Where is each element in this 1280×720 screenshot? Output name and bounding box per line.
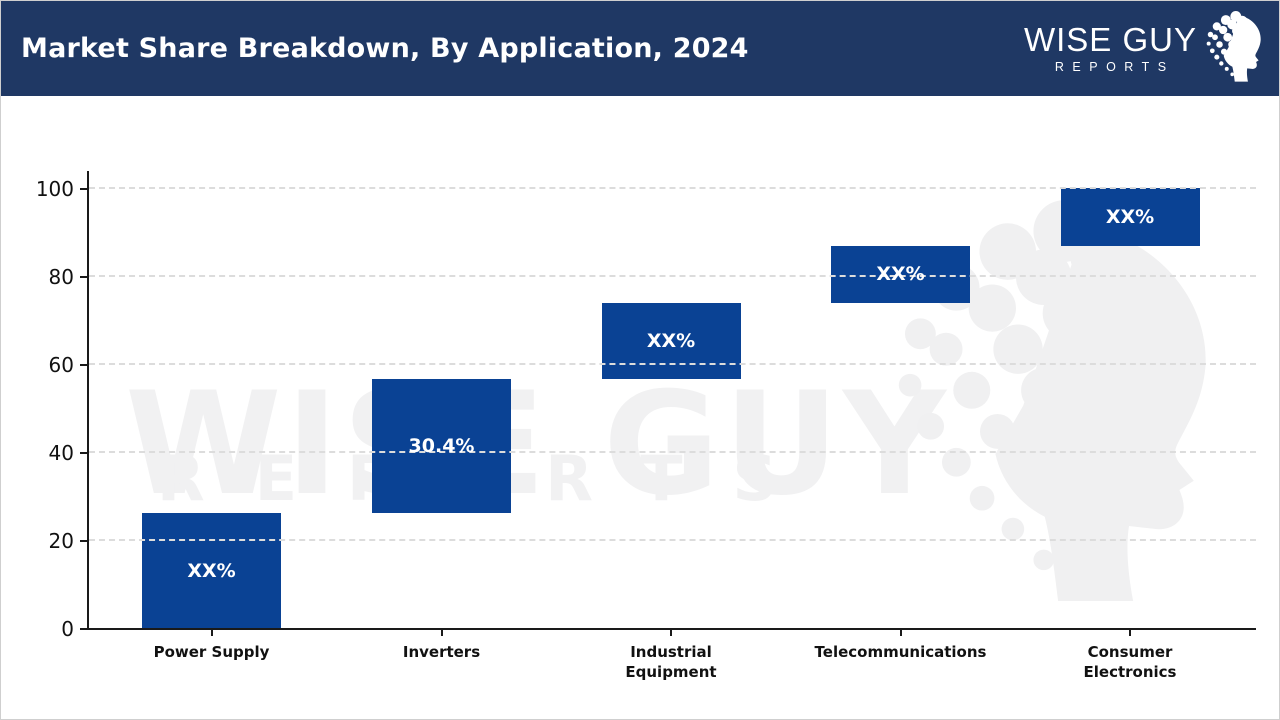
x-tick-label-line: Inverters [402, 643, 481, 661]
y-tick-mark [80, 452, 87, 454]
x-tick-label: Industrial Equipment [556, 642, 786, 683]
y-tick-mark [80, 540, 87, 542]
gridline [89, 363, 1256, 365]
y-tick-mark [80, 276, 87, 278]
gridline [89, 187, 1256, 189]
gridline [89, 451, 1256, 453]
y-tick-mark [80, 628, 87, 630]
x-axis-line [87, 628, 1256, 630]
gridline [89, 275, 1256, 277]
x-tick-mark [899, 630, 902, 636]
header-bar: Market Share Breakdown, By Application, … [1, 1, 1279, 96]
y-tick-label: 40 [48, 441, 74, 465]
y-tick-label: 100 [35, 177, 74, 201]
x-tick-mark [670, 630, 672, 636]
y-tick-label: 60 [48, 353, 74, 377]
watermark-wordmark: WISE GUY [125, 362, 950, 527]
page-title: Market Share Breakdown, By Application, … [21, 33, 749, 64]
bar-value-label: XX% [646, 330, 696, 353]
x-tick-label-line: Electronics [1083, 663, 1177, 682]
x-tick-label-line: Industrial [630, 643, 712, 661]
logo-wordmark: WISE GUY [1023, 21, 1197, 59]
y-tick-mark [80, 364, 87, 366]
brand-logo: WISE GUY REPORTS [1024, 11, 1267, 87]
gridline [89, 539, 1256, 541]
y-tick-mark [80, 188, 87, 190]
y-axis-line [87, 171, 89, 630]
x-tick-label-line: Consumer [1087, 643, 1173, 661]
bar-segment [1060, 188, 1200, 246]
x-tick-label: Consumer Electronics [1015, 642, 1245, 683]
bar-value-label: XX% [1105, 205, 1155, 228]
logo-head-icon [1201, 11, 1267, 87]
waterfall-chart: XX% 30.4% XX% XX% XX% 0 20 40 60 80 100 Power Suppl… [1, 96, 1279, 719]
x-tick-label: Power Supply [97, 642, 327, 662]
y-tick-label: 20 [48, 529, 74, 553]
bar-segment [372, 379, 511, 514]
x-tick-label-line: Telecommunications [814, 643, 987, 661]
x-tick-mark [440, 630, 443, 636]
y-tick-label: 0 [61, 617, 74, 641]
x-tick-mark [210, 630, 213, 636]
brand-logo-text: WISE GUY REPORTS [1024, 23, 1197, 74]
bar-value-label: XX% [876, 263, 925, 286]
x-tick-label: Telecommunications [786, 642, 1016, 662]
bar-segment [831, 245, 970, 303]
x-tick-mark [1129, 630, 1131, 636]
chart-area: WISE GUY REPORTS XX%30.4%XX%XX%XX%020406… [1, 96, 1279, 719]
bar-value-label: XX% [187, 559, 236, 582]
logo-subtext: REPORTS [1054, 59, 1175, 74]
bar-value-label: 30.4% [408, 435, 475, 458]
bar-segment [142, 513, 281, 628]
x-tick-label: Inverters [327, 642, 557, 662]
bar-segment [601, 302, 741, 380]
x-tick-label-line: Equipment [625, 663, 717, 682]
x-tick-label-line: Power Supply [153, 643, 270, 661]
y-tick-label: 80 [48, 265, 74, 289]
